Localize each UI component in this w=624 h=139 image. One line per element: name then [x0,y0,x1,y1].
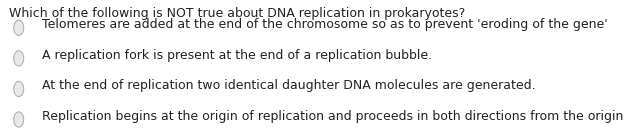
Text: A replication fork is present at the end of a replication bubble.: A replication fork is present at the end… [42,49,432,62]
Ellipse shape [14,20,24,35]
Ellipse shape [14,81,24,97]
Ellipse shape [14,112,24,127]
Text: Replication begins at the origin of replication and proceeds in both directions : Replication begins at the origin of repl… [42,110,624,123]
Text: Which of the following is NOT true about DNA replication in prokaryotes?: Which of the following is NOT true about… [9,7,466,20]
Text: Telomeres are added at the end of the chromosome so as to prevent 'eroding of th: Telomeres are added at the end of the ch… [42,18,608,31]
Ellipse shape [14,51,24,66]
Text: At the end of replication two identical daughter DNA molecules are generated.: At the end of replication two identical … [42,79,536,92]
